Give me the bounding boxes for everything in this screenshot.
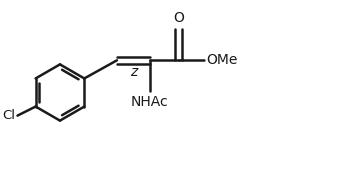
Text: z: z [130,65,137,79]
Text: OMe: OMe [206,53,237,67]
Text: NHAc: NHAc [131,95,168,109]
Text: Cl: Cl [3,109,16,122]
Text: O: O [173,11,184,25]
